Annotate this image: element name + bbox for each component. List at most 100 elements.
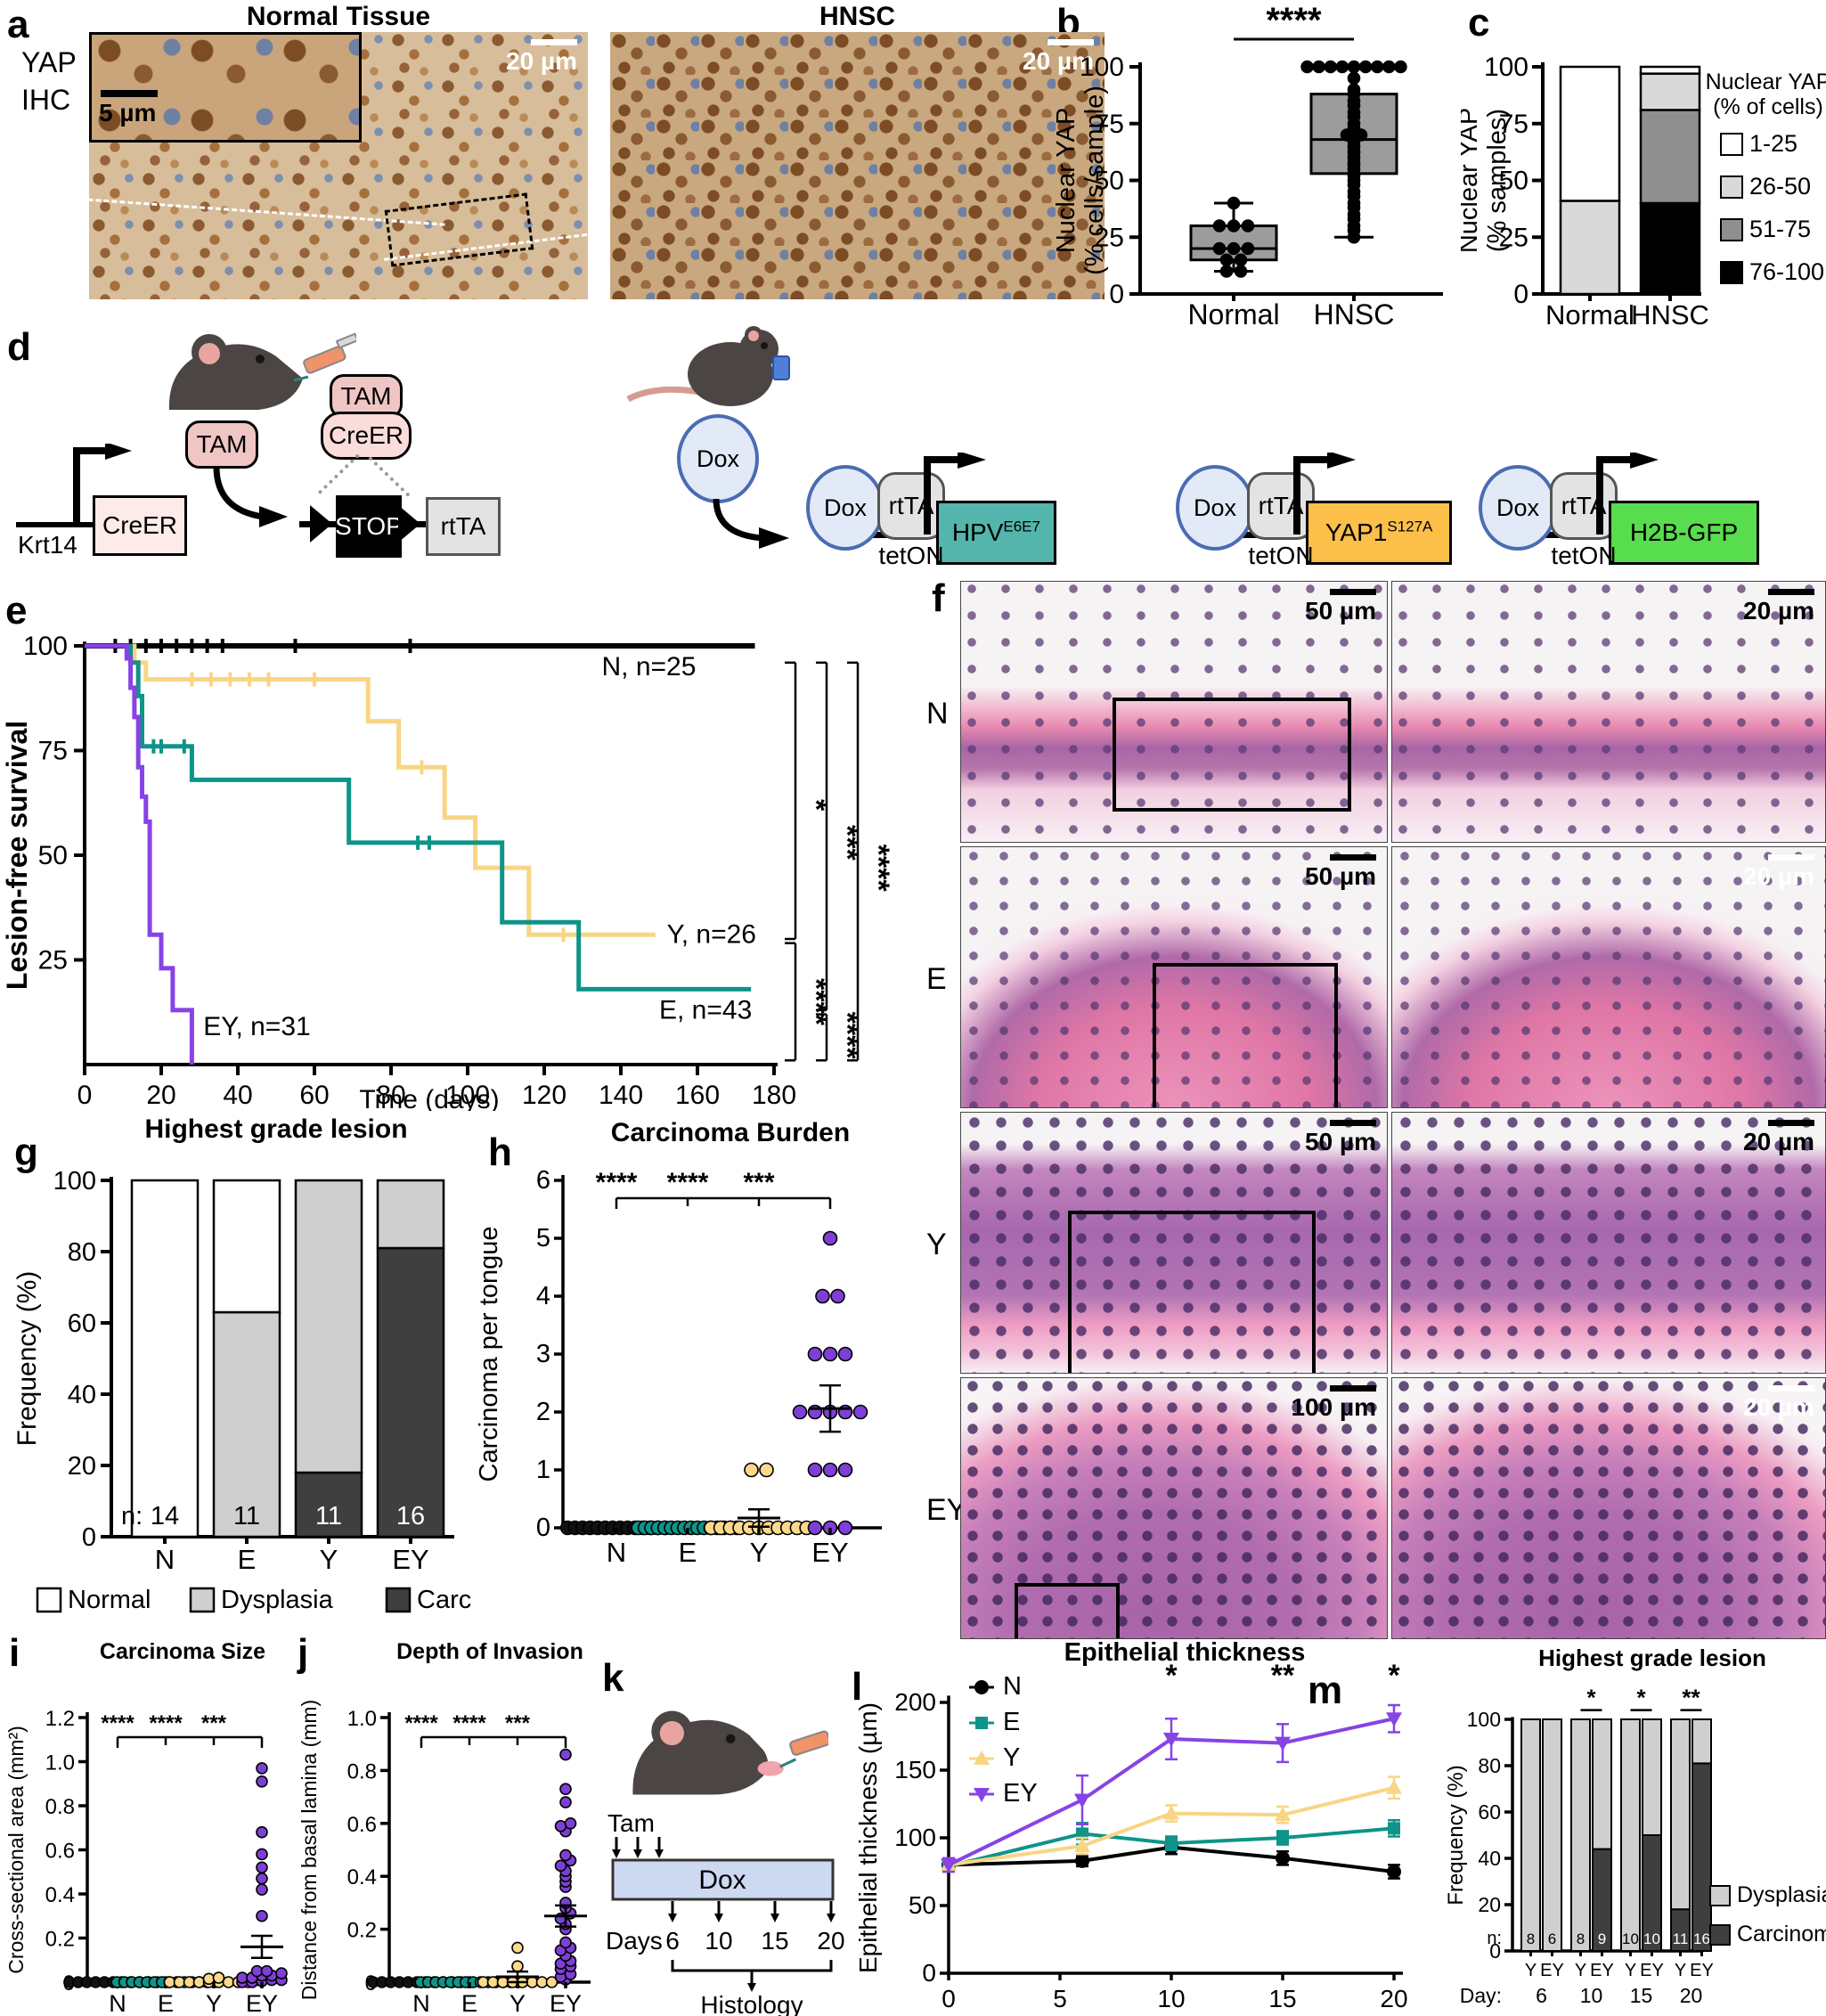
svg-text:80: 80 xyxy=(376,1081,405,1110)
scalebar-text: 20 µm xyxy=(506,47,577,75)
histology-EY-right: 20 µm xyxy=(1391,1377,1826,1639)
day-10: 10 xyxy=(705,1927,732,1955)
svg-text:100: 100 xyxy=(1484,53,1528,82)
inset-roi-box xyxy=(1068,1211,1316,1373)
svg-text:50: 50 xyxy=(38,841,68,870)
svg-text:15: 15 xyxy=(1630,1984,1653,2007)
tam-arrow xyxy=(213,466,288,527)
svg-text:60: 60 xyxy=(299,1081,329,1110)
panel-a-letter: a xyxy=(7,3,29,46)
svg-text:40: 40 xyxy=(68,1381,96,1409)
svg-text:N, n=25: N, n=25 xyxy=(602,652,697,682)
ihc-image-normal: 5 µm 20 µm xyxy=(89,32,588,299)
histology-N-right: 20 µm xyxy=(1391,581,1826,843)
svg-text:50: 50 xyxy=(1095,167,1124,196)
svg-text:(% of cells): (% of cells) xyxy=(1713,94,1823,119)
svg-text:*: * xyxy=(1165,1659,1178,1693)
svg-text:****: **** xyxy=(861,845,895,893)
svg-text:***: *** xyxy=(830,825,864,861)
svg-text:Nuclear YAP: Nuclear YAP xyxy=(1706,69,1826,94)
svg-text:11: 11 xyxy=(1673,1930,1689,1947)
svg-text:EY: EY xyxy=(811,1537,848,1568)
svg-text:180: 180 xyxy=(752,1081,796,1110)
svg-text:Y: Y xyxy=(320,1544,338,1575)
svg-text:Depth of Invasion: Depth of Invasion xyxy=(396,1639,583,1664)
svg-text:0: 0 xyxy=(1489,1939,1501,1963)
normal-tissue-title: Normal Tissue xyxy=(246,2,431,31)
tam-creer-creer-pill: CreER xyxy=(321,412,412,460)
svg-text:25: 25 xyxy=(1499,223,1528,252)
inset-roi-box xyxy=(1015,1583,1120,1638)
panel-d-letter: d xyxy=(7,325,31,369)
ihc-image-hnsc: 20 µm xyxy=(610,32,1105,299)
panel-f: N 50 µm 20 µm E 50 µm 20 µm Y 50 µm 20 µm EY 100 µ… xyxy=(926,581,1826,1645)
svg-text:40: 40 xyxy=(1478,1847,1501,1870)
svg-text:****: **** xyxy=(596,1168,638,1197)
svg-text:0: 0 xyxy=(77,1081,93,1110)
svg-text:Highest grade lesion: Highest grade lesion xyxy=(144,1114,407,1144)
svg-text:5: 5 xyxy=(536,1224,550,1253)
yap-label: YAP xyxy=(21,46,77,78)
svg-text:Normal: Normal xyxy=(1545,299,1634,331)
inset-roi-box xyxy=(1153,963,1338,1107)
svg-text:50: 50 xyxy=(1499,167,1528,196)
panel-c-letter: c xyxy=(1468,1,1490,45)
svg-text:N: N xyxy=(607,1537,626,1568)
treatment-timeline: Tam Dox Days 6 10 15 20 Histology xyxy=(606,1809,845,2016)
panel-l-linechart: Epithelial thickness 0 50 100 150 200 0 5 10 15 20… xyxy=(854,1639,1408,2012)
svg-text:E: E xyxy=(158,1990,174,2016)
svg-text:0.6: 0.6 xyxy=(347,1813,377,1837)
svg-text:Lesion-free survival: Lesion-free survival xyxy=(1,721,33,990)
svg-text:Carcinoma Size: Carcinoma Size xyxy=(100,1639,265,1664)
svg-text:9: 9 xyxy=(1598,1930,1606,1947)
svg-text:Y: Y xyxy=(750,1537,769,1568)
svg-text:10: 10 xyxy=(1622,1930,1639,1947)
svg-text:N: N xyxy=(1003,1672,1022,1701)
svg-text:*: * xyxy=(1388,1659,1400,1693)
svg-text:20: 20 xyxy=(68,1452,96,1481)
scalebar-normal: 20 µm xyxy=(506,39,577,76)
svg-text:N: N xyxy=(412,1990,430,2016)
svg-text:5: 5 xyxy=(1053,1985,1067,2012)
panel-g-stackedbar: Highest grade lesion 0 20 40 60 80 100 Frequenc… xyxy=(12,1114,472,1614)
krt14-label: Krt14 xyxy=(18,531,77,559)
svg-text:****: **** xyxy=(667,1168,709,1197)
svg-text:51-75: 51-75 xyxy=(1749,216,1811,242)
svg-text:Highest grade lesion: Highest grade lesion xyxy=(1538,1645,1766,1671)
svg-text:1.2: 1.2 xyxy=(45,1707,75,1731)
mouse-tongue-injection-icon xyxy=(632,1710,828,1795)
svg-text:0: 0 xyxy=(1513,280,1528,309)
svg-text:Carcinoma per tongue: Carcinoma per tongue xyxy=(475,1227,503,1482)
tam-label: Tam xyxy=(607,1809,655,1837)
dox-arrow xyxy=(713,498,789,549)
svg-text:8: 8 xyxy=(1577,1930,1585,1947)
svg-text:E: E xyxy=(238,1544,257,1575)
svg-text:3: 3 xyxy=(536,1340,550,1368)
svg-text:***: *** xyxy=(743,1168,774,1197)
f-row-label-EY: EY xyxy=(926,1493,967,1527)
svg-text:Y: Y xyxy=(1003,1743,1020,1772)
panel-d: TAM CreER Krt14 TAM CreER STOP rtTA Dox … xyxy=(0,321,1826,588)
scalebar: 50 µm xyxy=(1305,589,1376,625)
svg-text:150: 150 xyxy=(894,1756,936,1783)
inset-roi-box xyxy=(1113,698,1351,812)
svg-text:Y: Y xyxy=(1575,1961,1586,1980)
svg-text:Dysplasia: Dysplasia xyxy=(1737,1882,1826,1907)
panel-e-survival-plot: 25 50 75 100 0 20 40 60 80 100 120 140 160 180 Lesion-… xyxy=(1,632,895,1111)
loxp-triangle-right xyxy=(398,505,420,543)
svg-text:25: 25 xyxy=(38,946,68,975)
svg-text:0.8: 0.8 xyxy=(45,1795,75,1819)
svg-text:40: 40 xyxy=(223,1081,252,1110)
svg-text:n:: n: xyxy=(121,1502,143,1530)
svg-text:14: 14 xyxy=(151,1502,179,1530)
day-20: 20 xyxy=(817,1927,844,1955)
svg-text:Epithelial thickness: Epithelial thickness xyxy=(1064,1639,1306,1667)
svg-text:HNSC: HNSC xyxy=(1314,298,1395,331)
ihc-label: IHC xyxy=(21,84,71,116)
creer-box-label: CreER xyxy=(102,511,177,539)
svg-text:****: **** xyxy=(1266,1,1322,40)
svg-text:Normal: Normal xyxy=(1187,298,1279,331)
svg-text:100: 100 xyxy=(1467,1708,1501,1731)
svg-text:100: 100 xyxy=(23,632,68,661)
f-row-label-E: E xyxy=(926,962,947,996)
